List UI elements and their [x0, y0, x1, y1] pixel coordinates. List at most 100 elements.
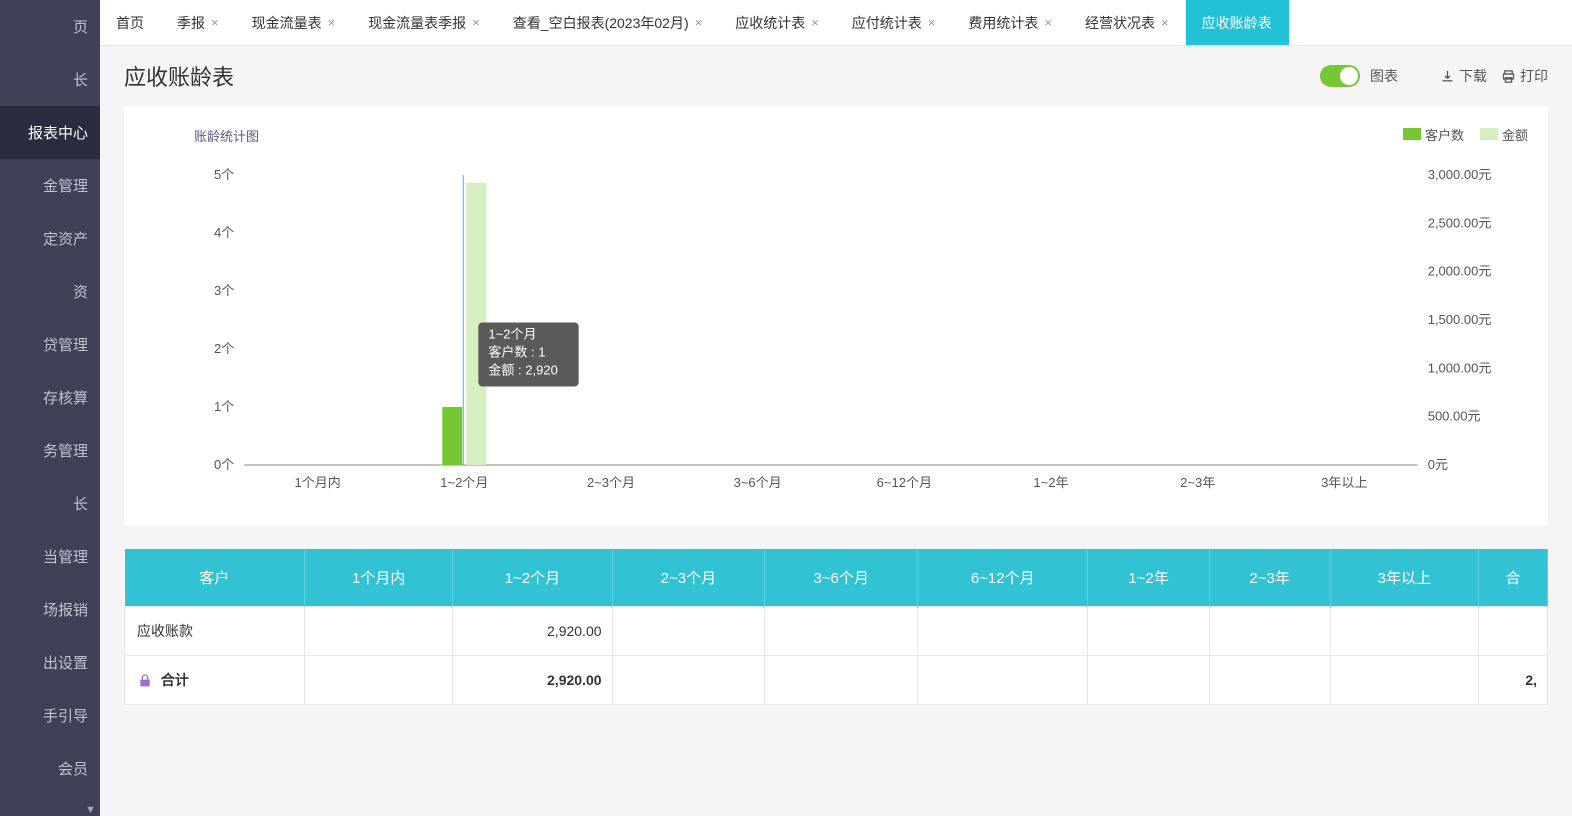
tab-0[interactable]: 首页: [100, 0, 161, 45]
tab-7[interactable]: 费用统计表×: [952, 0, 1069, 45]
col-header-5: 6~12个月: [918, 549, 1088, 607]
chart-toggle-switch[interactable]: [1320, 65, 1360, 87]
tab-2[interactable]: 现金流量表 ×: [236, 0, 353, 45]
cell: [1479, 607, 1548, 656]
sidebar-item-8[interactable]: 务管理: [0, 424, 100, 477]
svg-text:5个: 5个: [214, 167, 234, 182]
close-icon[interactable]: ×: [211, 15, 219, 30]
tab-label: 查看_空白报表(2023年02月): [513, 13, 689, 33]
sidebar-item-4[interactable]: 定资产: [0, 212, 100, 265]
close-icon[interactable]: ×: [1044, 15, 1052, 30]
svg-text:1,500.00元: 1,500.00元: [1428, 312, 1492, 327]
total-cell: [1209, 656, 1330, 705]
legend-label-customers: 客户数: [1425, 128, 1464, 143]
print-icon: [1501, 69, 1516, 84]
svg-text:500.00元: 500.00元: [1428, 409, 1481, 424]
table-row: 应收账款 2,920.00: [125, 607, 1548, 656]
cell: [1088, 607, 1209, 656]
cell: [765, 607, 918, 656]
col-header-1: 1个月内: [305, 549, 453, 607]
chart-title: 账龄统计图: [194, 126, 1528, 145]
print-button[interactable]: 打印: [1501, 66, 1548, 86]
svg-text:1个: 1个: [214, 399, 234, 414]
svg-text:0元: 0元: [1428, 457, 1448, 472]
sidebar-item-5[interactable]: 资: [0, 265, 100, 318]
tab-1[interactable]: 季报 ×: [161, 0, 236, 45]
legend-item-customers: 客户数: [1403, 125, 1464, 144]
page-title: 应收账龄表: [124, 60, 1320, 92]
total-cell: [765, 656, 918, 705]
svg-text:4个: 4个: [214, 225, 234, 240]
tab-5[interactable]: 应收统计表 ×: [719, 0, 836, 45]
sidebar-item-9[interactable]: 长: [0, 477, 100, 530]
row-label: 应收账款: [125, 607, 305, 656]
sidebar-item-11[interactable]: 场报销: [0, 583, 100, 636]
sidebar-item-12[interactable]: 出设置: [0, 636, 100, 689]
tab-bar: 首页季报×现金流量表×现金流量表季报×查看_空白报表(2023年02月)×应收统…: [100, 0, 1572, 46]
svg-text:2,000.00元: 2,000.00元: [1428, 264, 1492, 279]
sidebar-item-10[interactable]: 当管理: [0, 530, 100, 583]
tab-label: 现金流量表: [252, 13, 322, 33]
svg-text:1~2个月: 1~2个月: [440, 475, 488, 490]
col-header-6: 1~2年: [1088, 549, 1209, 607]
svg-text:6~12个月: 6~12个月: [877, 475, 932, 490]
close-icon[interactable]: ×: [695, 15, 703, 30]
chart-toggle-label: 图表: [1370, 66, 1398, 86]
tab-label: 现金流量表季报: [368, 13, 466, 33]
download-label: 下载: [1459, 66, 1487, 86]
chart-legend: 客户数 金额: [1403, 125, 1528, 144]
table-card: 客户1个月内1~2个月2~3个月3~6个月6~12个月1~2年2~3年3年以上合…: [124, 549, 1548, 705]
tab-label: 应收统计表: [735, 13, 805, 33]
sidebar-item-2[interactable]: 报表中心: [0, 106, 100, 159]
cell: [918, 607, 1088, 656]
main-area: 首页季报×现金流量表×现金流量表季报×查看_空白报表(2023年02月)×应收统…: [100, 0, 1572, 816]
close-icon[interactable]: ×: [928, 15, 936, 30]
close-icon[interactable]: ×: [472, 15, 480, 30]
svg-text:1~2年: 1~2年: [1033, 475, 1068, 490]
col-header-3: 2~3个月: [612, 549, 765, 607]
tab-label: 应收账龄表: [1202, 13, 1272, 33]
tab-label: 首页: [116, 13, 144, 33]
sidebar: 页长报表中心金管理定资产资贷管理存核算务管理长当管理场报销出设置手引导会员 ▼: [0, 0, 100, 816]
sidebar-item-0[interactable]: 页: [0, 0, 100, 53]
svg-text:2,500.00元: 2,500.00元: [1428, 215, 1492, 230]
sidebar-item-6[interactable]: 贷管理: [0, 318, 100, 371]
tab-label: 季报: [177, 13, 205, 33]
total-cell: 2,920.00: [453, 656, 612, 705]
svg-text:2~3个月: 2~3个月: [587, 475, 635, 490]
sidebar-item-1[interactable]: 长: [0, 53, 100, 106]
total-cell: [305, 656, 453, 705]
tab-4[interactable]: 查看_空白报表(2023年02月) ×: [497, 0, 719, 45]
sidebar-item-7[interactable]: 存核算: [0, 371, 100, 424]
svg-text:1,000.00元: 1,000.00元: [1428, 360, 1492, 375]
svg-text:客户数 : 1: 客户数 : 1: [488, 345, 545, 360]
close-icon[interactable]: ×: [811, 15, 819, 30]
cell: 2,920.00: [453, 607, 612, 656]
total-cell: [1330, 656, 1478, 705]
tab-8[interactable]: 经营状况表×: [1069, 0, 1186, 45]
cell: [1330, 607, 1478, 656]
svg-text:1个月内: 1个月内: [294, 475, 340, 490]
tab-label: 应付统计表: [852, 13, 922, 33]
chart-card: 账龄统计图 客户数 金额 0个1个2个3个4个5个0元500.00元1,000.…: [124, 106, 1548, 525]
tab-6[interactable]: 应付统计表 ×: [836, 0, 953, 45]
tab-3[interactable]: 现金流量表季报 ×: [352, 0, 497, 45]
sidebar-item-13[interactable]: 手引导: [0, 689, 100, 742]
aging-table: 客户1个月内1~2个月2~3个月3~6个月6~12个月1~2年2~3年3年以上合…: [124, 549, 1548, 705]
sidebar-item-14[interactable]: 会员: [0, 742, 100, 795]
col-header-0: 客户: [125, 549, 305, 607]
col-header-4: 3~6个月: [765, 549, 918, 607]
tab-9[interactable]: 应收账龄表: [1186, 0, 1289, 45]
close-icon[interactable]: ×: [328, 15, 336, 30]
svg-text:金额 : 2,920: 金额 : 2,920: [488, 363, 557, 378]
aging-chart: 0个1个2个3个4个5个0元500.00元1,000.00元1,500.00元2…: [144, 155, 1528, 515]
download-button[interactable]: 下载: [1440, 66, 1487, 86]
total-cell: 2,: [1479, 656, 1548, 705]
toolbar: 应收账龄表 图表 下载 打印: [100, 46, 1572, 106]
col-header-7: 2~3年: [1209, 549, 1330, 607]
close-icon[interactable]: ×: [1161, 15, 1169, 30]
cell: [1209, 607, 1330, 656]
sidebar-item-3[interactable]: 金管理: [0, 159, 100, 212]
table-row-total: 合计2,920.002,: [125, 656, 1548, 705]
total-cell: [918, 656, 1088, 705]
